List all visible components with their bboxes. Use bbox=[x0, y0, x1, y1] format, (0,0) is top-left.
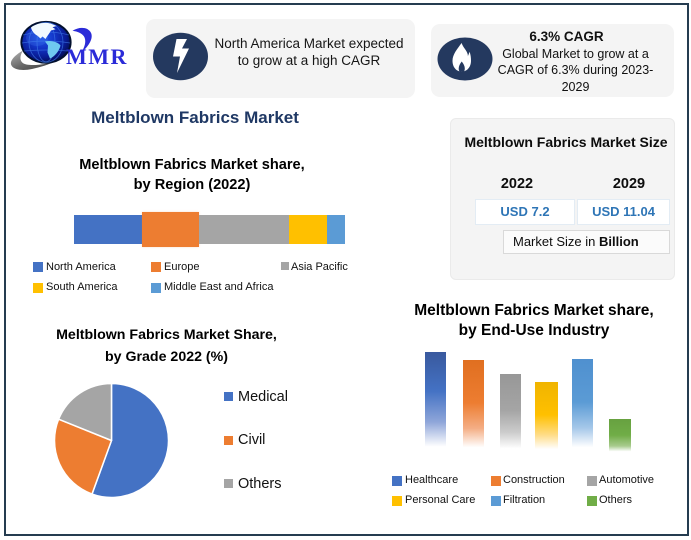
svg-text:MMR: MMR bbox=[66, 44, 128, 69]
